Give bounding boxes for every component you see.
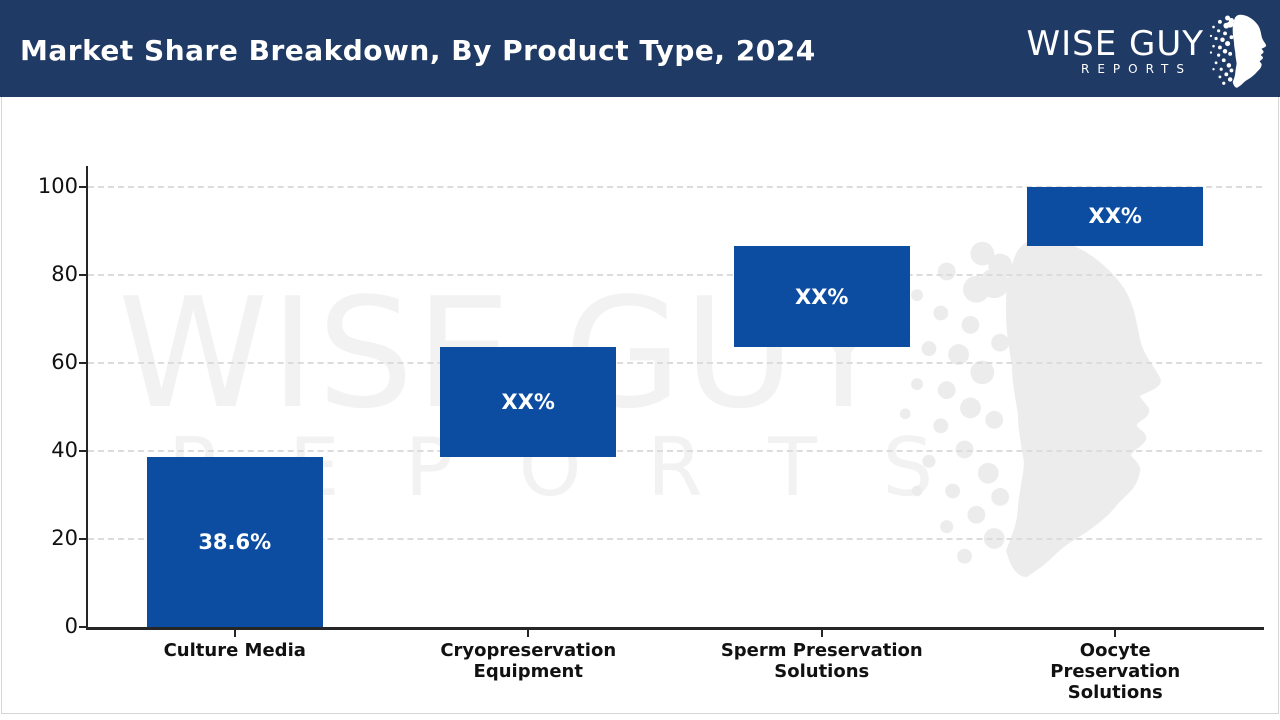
y-tick-mark — [79, 362, 87, 364]
y-tick-label: 0 — [64, 614, 78, 638]
x-axis-label-line: Preservation — [1050, 661, 1181, 682]
y-tick-mark — [79, 186, 87, 188]
y-tick-label: 60 — [51, 350, 78, 374]
x-tick-mark — [820, 630, 823, 637]
y-tick-label: 80 — [51, 262, 78, 286]
y-gridline — [88, 274, 1262, 276]
wiseguy-face-icon — [1202, 8, 1267, 92]
y-tick-label: 20 — [51, 526, 78, 550]
logo-reports-text: REPORTS — [1080, 62, 1192, 76]
bar-value-label: XX% — [1088, 204, 1142, 229]
y-tick-mark — [79, 538, 87, 540]
x-axis-label-line: Cryopreservation — [440, 640, 617, 661]
x-axis-label-line: Oocyte — [1079, 640, 1151, 661]
y-gridline — [88, 538, 1262, 540]
logo-brand-text: WISE GUY — [1026, 24, 1204, 64]
bar: XX% — [1027, 187, 1204, 246]
x-axis-line — [86, 627, 1264, 630]
y-tick-mark — [79, 274, 87, 276]
bar-value-label: XX% — [795, 284, 849, 309]
bar: 38.6% — [146, 457, 323, 627]
y-tick-mark — [79, 450, 87, 452]
x-tick-mark — [233, 630, 236, 637]
x-axis-label-line: Culture Media — [163, 640, 306, 661]
wiseguy-logo: WISE GUY REPORTS — [1000, 4, 1270, 94]
x-axis-label-line: Solutions — [1067, 682, 1163, 703]
x-axis-label: Culture Media — [120, 640, 350, 661]
bar-value-label: XX% — [501, 390, 555, 415]
y-gridline — [88, 186, 1262, 188]
x-axis-label: Sperm Preservation Solutions — [707, 640, 937, 682]
bar-value-label: 38.6% — [198, 530, 272, 555]
y-tick-mark — [79, 626, 87, 628]
y-gridline — [88, 362, 1262, 364]
x-axis-label: Oocyte Preservation Solutions — [1000, 640, 1230, 703]
y-tick-label: 40 — [51, 438, 78, 462]
x-tick-mark — [527, 630, 530, 637]
x-axis-label-line: Equipment — [473, 661, 583, 682]
bar: XX% — [440, 347, 617, 458]
page-title: Market Share Breakdown, By Product Type,… — [20, 34, 816, 67]
x-axis-label: Cryopreservation Equipment — [413, 640, 643, 682]
y-axis-line — [86, 166, 88, 629]
bar: XX% — [733, 245, 910, 348]
y-gridline — [88, 450, 1262, 452]
x-axis-label-line: Sperm Preservation — [720, 640, 923, 661]
x-axis-label-line: Solutions — [774, 661, 870, 682]
header-bar: Market Share Breakdown, By Product Type,… — [0, 0, 1280, 97]
y-tick-label: 100 — [37, 174, 78, 198]
x-tick-mark — [1114, 630, 1117, 637]
